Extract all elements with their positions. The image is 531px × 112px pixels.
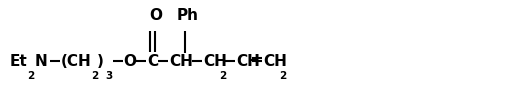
Text: CH: CH [236, 53, 260, 68]
Text: 2: 2 [91, 70, 99, 80]
Text: N: N [35, 53, 48, 68]
Text: 2: 2 [28, 70, 35, 80]
Text: O: O [149, 8, 162, 23]
Text: CH: CH [263, 53, 287, 68]
Text: O: O [124, 53, 136, 68]
Text: (CH: (CH [61, 53, 92, 68]
Text: Et: Et [10, 53, 27, 68]
Text: 2: 2 [279, 70, 286, 80]
Text: CH: CH [203, 53, 227, 68]
Text: Ph: Ph [177, 8, 199, 23]
Text: ): ) [97, 53, 104, 68]
Text: CH: CH [169, 53, 193, 68]
Text: 2: 2 [219, 70, 227, 80]
Text: C: C [147, 53, 158, 68]
Text: 3: 3 [105, 70, 113, 80]
